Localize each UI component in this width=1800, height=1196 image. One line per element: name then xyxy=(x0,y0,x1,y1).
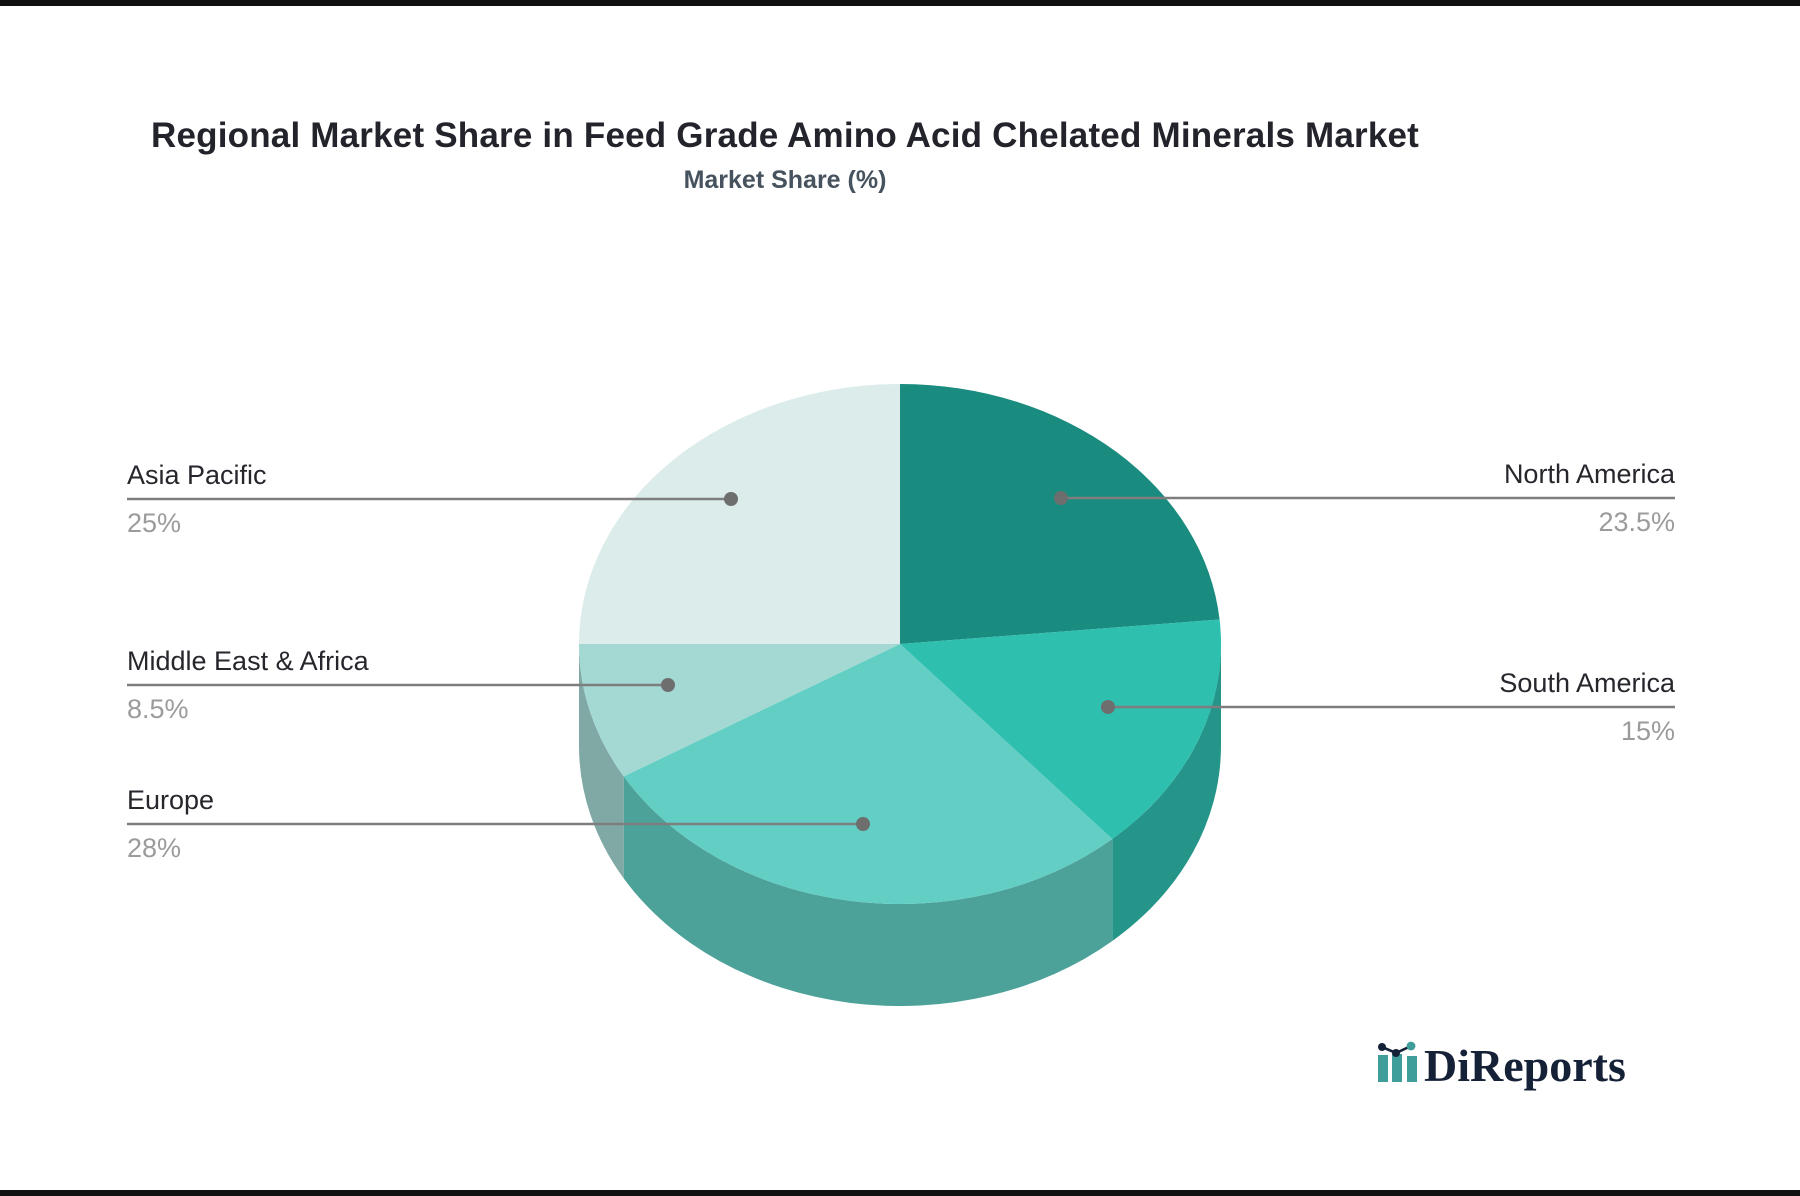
pie-slice-side-middle-east-africa xyxy=(579,644,624,879)
pie-slice-middle-east-africa[interactable] xyxy=(579,644,900,777)
top-edge-bar xyxy=(0,0,1800,6)
leader-dot-south-america xyxy=(1101,700,1115,714)
chart-title: Regional Market Share in Feed Grade Amin… xyxy=(150,116,1420,155)
bottom-edge-bar xyxy=(0,1190,1800,1196)
pie-slice-side-europe xyxy=(623,776,1113,1007)
pie-slice-north-america[interactable] xyxy=(900,384,1220,644)
pie-slice-south-america[interactable] xyxy=(900,619,1222,840)
pie-slice-asia-pacific[interactable] xyxy=(579,384,900,644)
leader-dot-asia-pacific xyxy=(724,492,738,506)
direports-logo-icon xyxy=(1378,1041,1417,1082)
leader-dot-north-america xyxy=(1054,491,1068,505)
pie-slice-europe[interactable] xyxy=(623,644,1113,905)
direports-logo-text: DiReports xyxy=(1424,1040,1626,1091)
pie-slice-side-south-america xyxy=(1112,644,1221,941)
direports-logo: DiReports xyxy=(1378,1040,1626,1091)
leader-dot-europe xyxy=(856,817,870,831)
chart-subtitle: Market Share (%) xyxy=(683,166,887,194)
leader-dot-middle-east-africa xyxy=(661,678,675,692)
